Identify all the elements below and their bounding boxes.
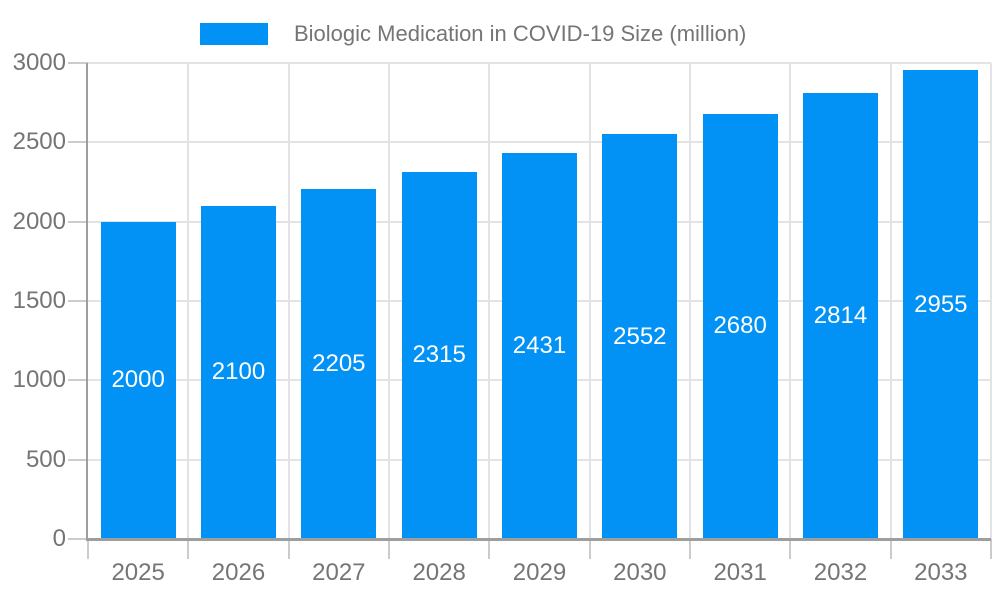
y-axis-label: 3000 <box>12 49 66 76</box>
x-axis-label: 2031 <box>713 559 767 586</box>
bar-value-label: 2315 <box>412 341 466 369</box>
bar-value-label: 2552 <box>613 322 667 350</box>
legend: Biologic Medication in COVID-19 Size (mi… <box>200 21 746 47</box>
y-axis-label: 500 <box>25 445 66 473</box>
h-gridline <box>88 62 991 64</box>
bar-value-label: 2814 <box>813 301 868 329</box>
v-gridline <box>488 63 491 539</box>
y-tick <box>68 220 88 223</box>
bar-value-label: 2955 <box>914 290 968 318</box>
bar: 2000 <box>100 221 176 539</box>
bar: 2680 <box>702 113 778 539</box>
x-tick <box>287 539 290 559</box>
x-axis-label: 2030 <box>613 559 667 586</box>
x-tick <box>488 539 491 559</box>
y-axis-label: 1500 <box>12 287 66 314</box>
x-axis-label: 2028 <box>412 559 466 586</box>
y-tick <box>68 458 88 461</box>
h-gridline <box>88 141 991 144</box>
bar: 2315 <box>401 171 477 539</box>
bar: 2552 <box>602 134 678 539</box>
bar-value-label: 2000 <box>111 366 165 394</box>
bar-value-label: 2205 <box>312 350 366 378</box>
y-tick <box>68 62 88 64</box>
v-gridline <box>187 63 190 539</box>
x-axis-label: 2033 <box>914 559 968 586</box>
y-axis-label: 0 <box>52 525 66 552</box>
x-tick <box>689 539 691 559</box>
y-axis-label: 2000 <box>12 207 66 235</box>
bar-value-label: 2100 <box>211 358 266 386</box>
y-axis-label: 2500 <box>12 128 66 156</box>
bar-value-label: 2680 <box>713 312 767 340</box>
v-gridline <box>689 63 691 539</box>
x-axis-label: 2025 <box>111 559 165 586</box>
v-gridline <box>990 63 992 539</box>
x-tick <box>990 539 992 559</box>
y-tick <box>68 538 88 540</box>
y-axis-label: 1000 <box>12 366 66 394</box>
x-axis-label: 2029 <box>512 559 567 586</box>
x-tick <box>187 539 190 559</box>
x-tick <box>388 539 390 559</box>
bar: 2431 <box>502 153 577 539</box>
y-tick <box>68 379 88 382</box>
legend-label: Biologic Medication in COVID-19 Size (mi… <box>294 21 747 46</box>
x-tick <box>588 539 591 559</box>
y-axis-line <box>86 63 88 541</box>
v-gridline <box>789 63 792 539</box>
x-tick <box>87 539 89 559</box>
bar: 2100 <box>201 205 276 539</box>
x-axis-label: 2026 <box>211 559 266 586</box>
x-axis-line <box>86 538 991 541</box>
x-tick <box>789 539 792 559</box>
legend-swatch <box>200 23 268 45</box>
y-tick <box>68 141 88 144</box>
v-gridline <box>388 63 390 539</box>
x-axis-label: 2027 <box>312 559 366 586</box>
bar-value-label: 2431 <box>512 332 567 360</box>
v-gridline <box>287 63 290 539</box>
x-tick <box>889 539 892 559</box>
bar: 2205 <box>301 189 377 539</box>
y-tick <box>68 300 88 302</box>
x-axis-label: 2032 <box>813 559 868 586</box>
bar: 2955 <box>903 70 979 539</box>
v-gridline <box>588 63 591 539</box>
bar: 2814 <box>803 92 878 539</box>
v-gridline <box>889 63 892 539</box>
